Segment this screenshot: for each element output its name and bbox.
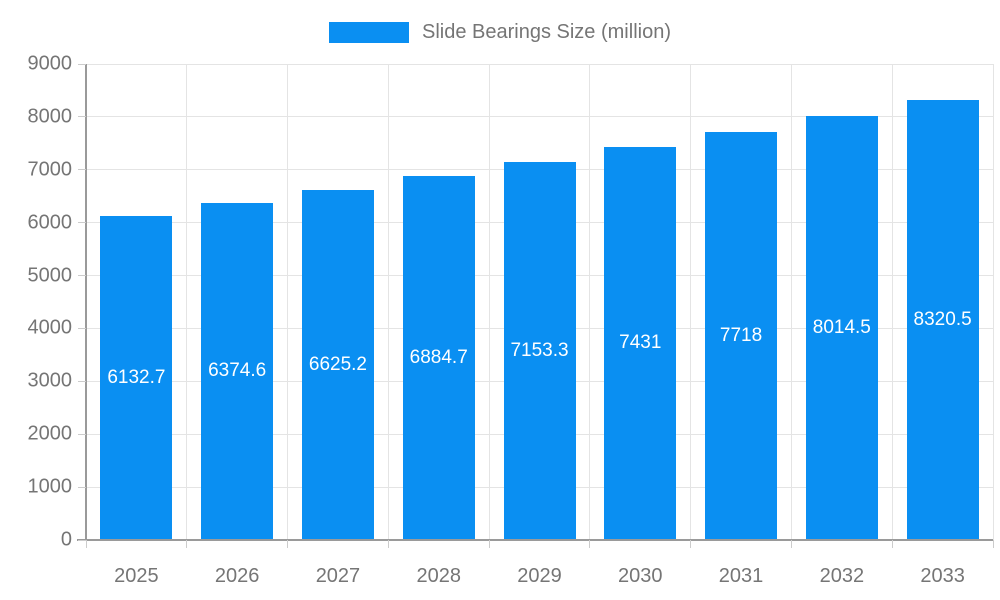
bar-2030 (604, 146, 677, 540)
x-tick-label: 2025 (114, 565, 159, 587)
bar-value-label: 7153.3 (510, 339, 569, 361)
y-tick-mark (78, 63, 86, 65)
y-tick-label: 7000 (27, 158, 73, 181)
legend-swatch (329, 22, 409, 43)
x-axis-line (77, 539, 993, 541)
gridline-vertical (891, 64, 893, 540)
x-tick-label: 2028 (416, 565, 461, 587)
x-tick-mark (992, 540, 994, 548)
x-tick-mark (690, 540, 692, 548)
gridline-vertical (186, 64, 188, 540)
gridline-vertical (589, 64, 591, 540)
y-tick-label: 1000 (27, 475, 73, 498)
bar-value-label: 6374.6 (208, 360, 267, 382)
gridline-horizontal (86, 63, 993, 65)
bar-value-label: 7431 (619, 332, 662, 354)
gridline-vertical (387, 64, 389, 540)
y-tick-label: 3000 (27, 369, 73, 392)
x-tick-label: 2030 (618, 565, 663, 587)
y-tick-label: 9000 (27, 52, 73, 75)
x-tick-mark (589, 540, 591, 548)
y-tick-mark (78, 327, 86, 329)
gridline-vertical (690, 64, 692, 540)
y-tick-mark (78, 539, 86, 541)
x-tick-mark (488, 540, 490, 548)
x-tick-mark (891, 540, 893, 548)
bar-value-label: 6132.7 (107, 366, 166, 388)
x-tick-label: 2027 (315, 565, 361, 587)
bar-value-label: 8320.5 (913, 308, 972, 330)
bar-2026 (201, 202, 274, 540)
y-tick-mark (78, 169, 86, 171)
y-tick-mark (78, 275, 86, 277)
bar-value-label: 8014.5 (812, 317, 871, 339)
y-tick-mark (78, 486, 86, 488)
x-tick-label: 2031 (718, 565, 764, 587)
y-tick-label: 0 (60, 528, 72, 551)
gridline-vertical (287, 64, 289, 540)
y-tick-mark (78, 116, 86, 118)
bar-2033 (906, 99, 979, 540)
y-tick-label: 5000 (27, 264, 73, 287)
bar-value-label: 6625.2 (308, 353, 367, 375)
bar-2029 (503, 161, 576, 540)
bar-2031 (705, 131, 778, 540)
x-tick-label: 2032 (819, 565, 865, 587)
gridline-horizontal (86, 116, 993, 118)
gridline-vertical (992, 64, 994, 540)
gridline-vertical (790, 64, 792, 540)
chart-legend: Slide Bearings Size (million) (0, 21, 1000, 44)
y-axis-line (85, 64, 87, 541)
x-tick-mark (790, 540, 792, 548)
bar-2025 (100, 215, 173, 540)
x-tick-label: 2033 (920, 565, 965, 587)
y-tick-label: 6000 (27, 211, 73, 234)
y-tick-mark (78, 380, 86, 382)
x-tick-label: 2026 (214, 565, 260, 587)
y-tick-label: 4000 (27, 316, 73, 339)
plot-area: 6132.7 6374.6 6625.2 6884.7 7153.3 7431 7718 80… (77, 63, 994, 548)
x-tick-label: 2029 (517, 565, 562, 587)
bar-2028 (402, 175, 475, 540)
y-tick-mark (78, 222, 86, 224)
x-tick-mark (186, 540, 188, 548)
x-tick-mark (85, 540, 87, 548)
x-tick-mark (387, 540, 389, 548)
bar-2032 (805, 116, 878, 540)
bar-2027 (301, 189, 374, 540)
y-tick-label: 2000 (27, 422, 73, 445)
bar-value-label: 7718 (719, 324, 763, 346)
bar-value-label: 6884.7 (409, 346, 468, 368)
gridline-vertical (488, 64, 490, 540)
legend-label: Slide Bearings Size (million) (422, 21, 671, 43)
y-tick-label: 8000 (27, 105, 73, 128)
y-tick-mark (78, 433, 86, 435)
x-tick-mark (287, 540, 289, 548)
